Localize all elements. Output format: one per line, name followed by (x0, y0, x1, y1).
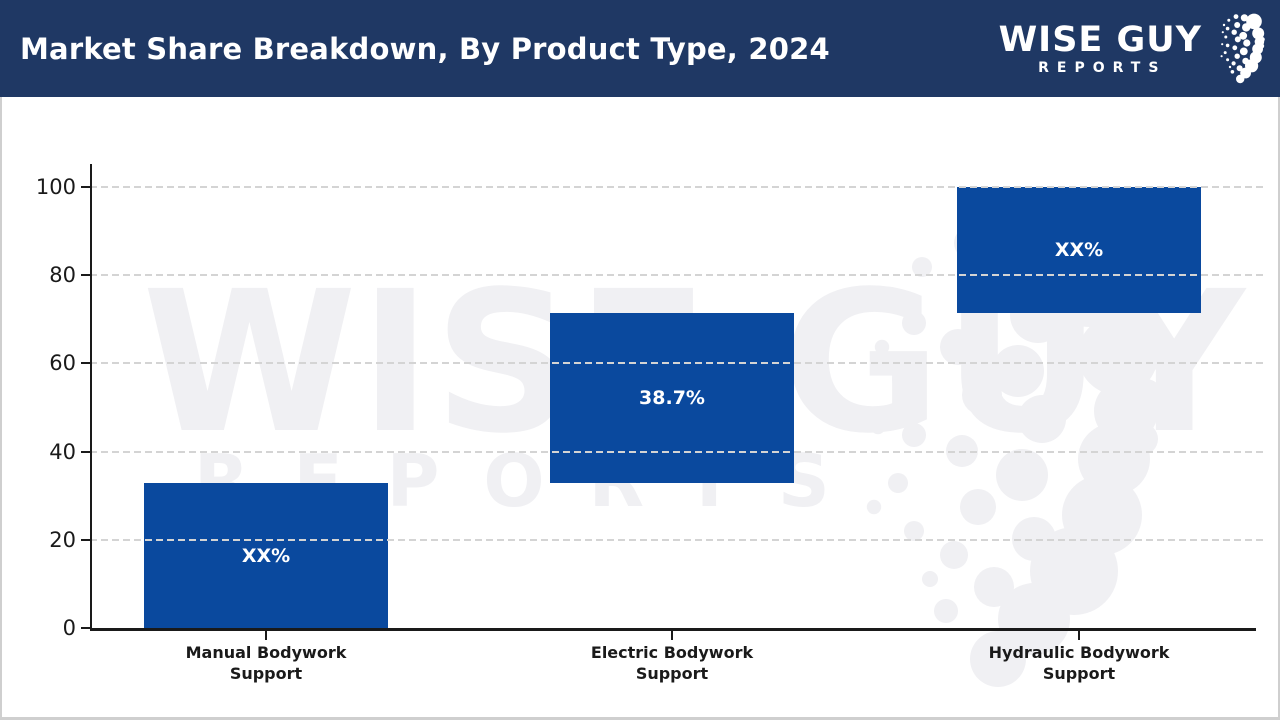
y-tick-label: 40 (49, 439, 76, 464)
y-tick (81, 538, 90, 541)
gridline (90, 186, 1264, 188)
y-tick (81, 627, 90, 629)
chart-title: Market Share Breakdown, By Product Type,… (20, 31, 830, 66)
y-tick (81, 186, 90, 188)
x-tick (265, 631, 267, 640)
wiseguy-logo: WISE GUY REPORTS (999, 11, 1266, 87)
bar-segment: 38.7% (550, 312, 794, 484)
category-label: Hydraulic Bodywork Support (988, 643, 1170, 683)
gridline (90, 362, 1264, 365)
category-label: Manual Bodywork Support (185, 643, 347, 683)
y-tick (81, 274, 90, 277)
plot: XX% 38.7% XX% 0 20 40 60 80 100 Manual Bodywork S… (2, 97, 1278, 717)
gridline (90, 538, 1264, 541)
y-axis (90, 164, 92, 631)
logo-subtitle: REPORTS (1038, 59, 1167, 76)
logo-text: WISE GUY REPORTS (999, 22, 1202, 76)
logo-wordmark: WISE GUY (998, 19, 1202, 60)
x-tick (1078, 631, 1080, 640)
category-label: Electric Bodywork Support (590, 643, 754, 683)
bar-segment: XX% (144, 483, 388, 628)
y-tick-label: 0 (62, 616, 76, 640)
wiseguy-face-icon (1220, 13, 1265, 83)
y-tick (81, 450, 90, 453)
gridline (90, 274, 1264, 277)
y-tick-label: 100 (35, 175, 76, 199)
chart-area: WISE GUY REPORTS XX%38.7%XX%020406080100… (0, 97, 1280, 720)
y-tick-label: 80 (49, 263, 76, 288)
x-tick (671, 631, 673, 640)
y-tick-label: 20 (49, 527, 76, 552)
bar-value-label: XX% (1054, 238, 1104, 261)
bar-segment: XX% (957, 187, 1201, 313)
y-tick (81, 362, 90, 365)
y-tick-label: 60 (49, 351, 76, 376)
x-axis (90, 628, 1256, 631)
bar-value-label: XX% (241, 544, 291, 567)
header: Market Share Breakdown, By Product Type,… (0, 0, 1280, 97)
bar-value-label: 38.7% (639, 387, 705, 409)
gridline (90, 450, 1264, 453)
